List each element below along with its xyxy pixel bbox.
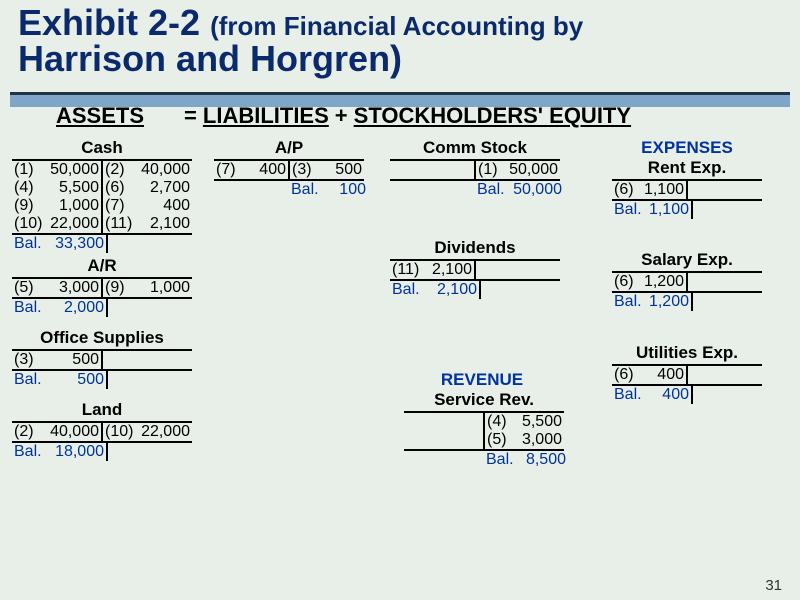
t-account-salary-exp: Salary Exp.(6)1,200 Bal.1,200	[612, 250, 762, 311]
credit-entry: (1)50,000	[478, 161, 558, 179]
t-account-service-revenue: Service Rev. (4)5,500(5)3,000Bal.8,500	[404, 390, 564, 469]
debit-entry: (5)3,000	[14, 279, 99, 297]
t-account-title: A/R	[12, 256, 192, 279]
t-account-dividends: Dividends(11)2,100 Bal.2,100	[390, 238, 560, 299]
page-number: 31	[765, 577, 782, 594]
credit-entry	[690, 273, 760, 291]
balance: Bal.18,000	[12, 443, 108, 461]
debit-entry: (11)2,100	[392, 261, 472, 279]
debit-entry: (6)400	[614, 366, 684, 384]
debit-entry: (9)1,000	[14, 197, 99, 215]
debit-entry: (1)50,000	[14, 161, 99, 179]
t-account-title: Land	[12, 400, 192, 423]
section-label-expenses: EXPENSES	[612, 138, 762, 158]
t-account-title: Office Supplies	[12, 328, 192, 351]
credit-entry: (11)2,100	[105, 215, 190, 233]
t-account-title: Cash	[12, 138, 192, 161]
credit-entry: (7)400	[105, 197, 190, 215]
credit-entry: (5)3,000	[487, 431, 562, 449]
balance: Bal.8,500	[484, 451, 568, 469]
t-account-ap: A/P(7)400(3)500Bal.100	[214, 138, 364, 199]
credit-entry: (9)1,000	[105, 279, 190, 297]
debit-entry	[406, 431, 481, 449]
t-account-title: Comm Stock	[390, 138, 560, 161]
credit-entry: (3)500	[292, 161, 362, 179]
title-main: Exhibit 2-2	[18, 2, 200, 43]
t-account-title: Utilities Exp.	[612, 343, 762, 366]
t-account-office-supplies: Office Supplies(3)500 Bal.500	[12, 328, 192, 389]
t-account-cash: Cash(1)50,000(4)5,500(9)1,000(10)22,000 (…	[12, 138, 192, 253]
balance: Bal.50,000	[475, 181, 564, 199]
t-account-common-stock: Comm Stock (1)50,000Bal.50,000	[390, 138, 560, 199]
debit-entry: (2)40,000	[14, 423, 99, 441]
debit-entry: (6)1,200	[614, 273, 684, 291]
eq-liabilities: LIABILITIES	[203, 103, 329, 129]
eq-stockholders-equity: STOCKHOLDERS' EQUITY	[354, 103, 631, 129]
balance: Bal.1,100	[612, 201, 693, 219]
credit-entry: (10)22,000	[105, 423, 190, 441]
title-line2: Harrison and Horgren)	[18, 38, 782, 80]
t-account-ar: A/R(5)3,000 (9)1,000 Bal.2,000	[12, 256, 192, 317]
debit-entry: (7)400	[216, 161, 286, 179]
t-account-title: Dividends	[390, 238, 560, 261]
credit-entry	[690, 181, 760, 199]
credit-entry	[478, 261, 558, 279]
t-account-title: Salary Exp.	[612, 250, 762, 273]
credit-entry: (6)2,700	[105, 179, 190, 197]
debit-entry: (3)500	[14, 351, 99, 369]
credit-entry	[105, 351, 190, 369]
debit-entry: (10)22,000	[14, 215, 99, 233]
debit-entry	[392, 161, 472, 179]
balance: Bal.100	[289, 181, 368, 199]
eq-plus: +	[329, 103, 354, 129]
credit-entry: (4)5,500	[487, 413, 562, 431]
section-label-revenue: REVENUE	[422, 370, 542, 390]
eq-equals: =	[178, 103, 203, 129]
balance: Bal.33,300	[12, 235, 108, 253]
credit-entry	[690, 366, 760, 384]
t-accounts-board: Cash(1)50,000(4)5,500(9)1,000(10)22,000(…	[12, 138, 788, 590]
debit-entry: (4)5,500	[14, 179, 99, 197]
accounting-equation: ASSETS = LIABILITIES + STOCKHOLDERS' EQU…	[20, 103, 780, 129]
slide-title: Exhibit 2-2 (from Financial Accounting b…	[0, 0, 800, 80]
eq-assets: ASSETS	[56, 103, 144, 129]
t-account-utilities-exp: Utilities Exp.(6)400 Bal.400	[612, 343, 762, 404]
balance: Bal.2,000	[12, 299, 108, 317]
debit-entry	[406, 413, 481, 431]
t-account-title: Rent Exp.	[612, 158, 762, 181]
t-account-title: Service Rev.	[404, 390, 564, 413]
credit-entry: (2)40,000	[105, 161, 190, 179]
debit-entry: (6)1,100	[614, 181, 684, 199]
t-account-title: A/P	[214, 138, 364, 161]
balance: Bal.400	[612, 386, 693, 404]
balance: Bal.2,100	[390, 281, 481, 299]
title-sub: (from Financial Accounting by	[210, 11, 583, 41]
t-account-rent-exp: Rent Exp.(6)1,100 Bal.1,100	[612, 158, 762, 219]
balance: Bal.500	[12, 371, 108, 389]
t-account-land: Land(2)40,000 (10)22,000 Bal.18,000	[12, 400, 192, 461]
balance: Bal.1,200	[612, 293, 693, 311]
